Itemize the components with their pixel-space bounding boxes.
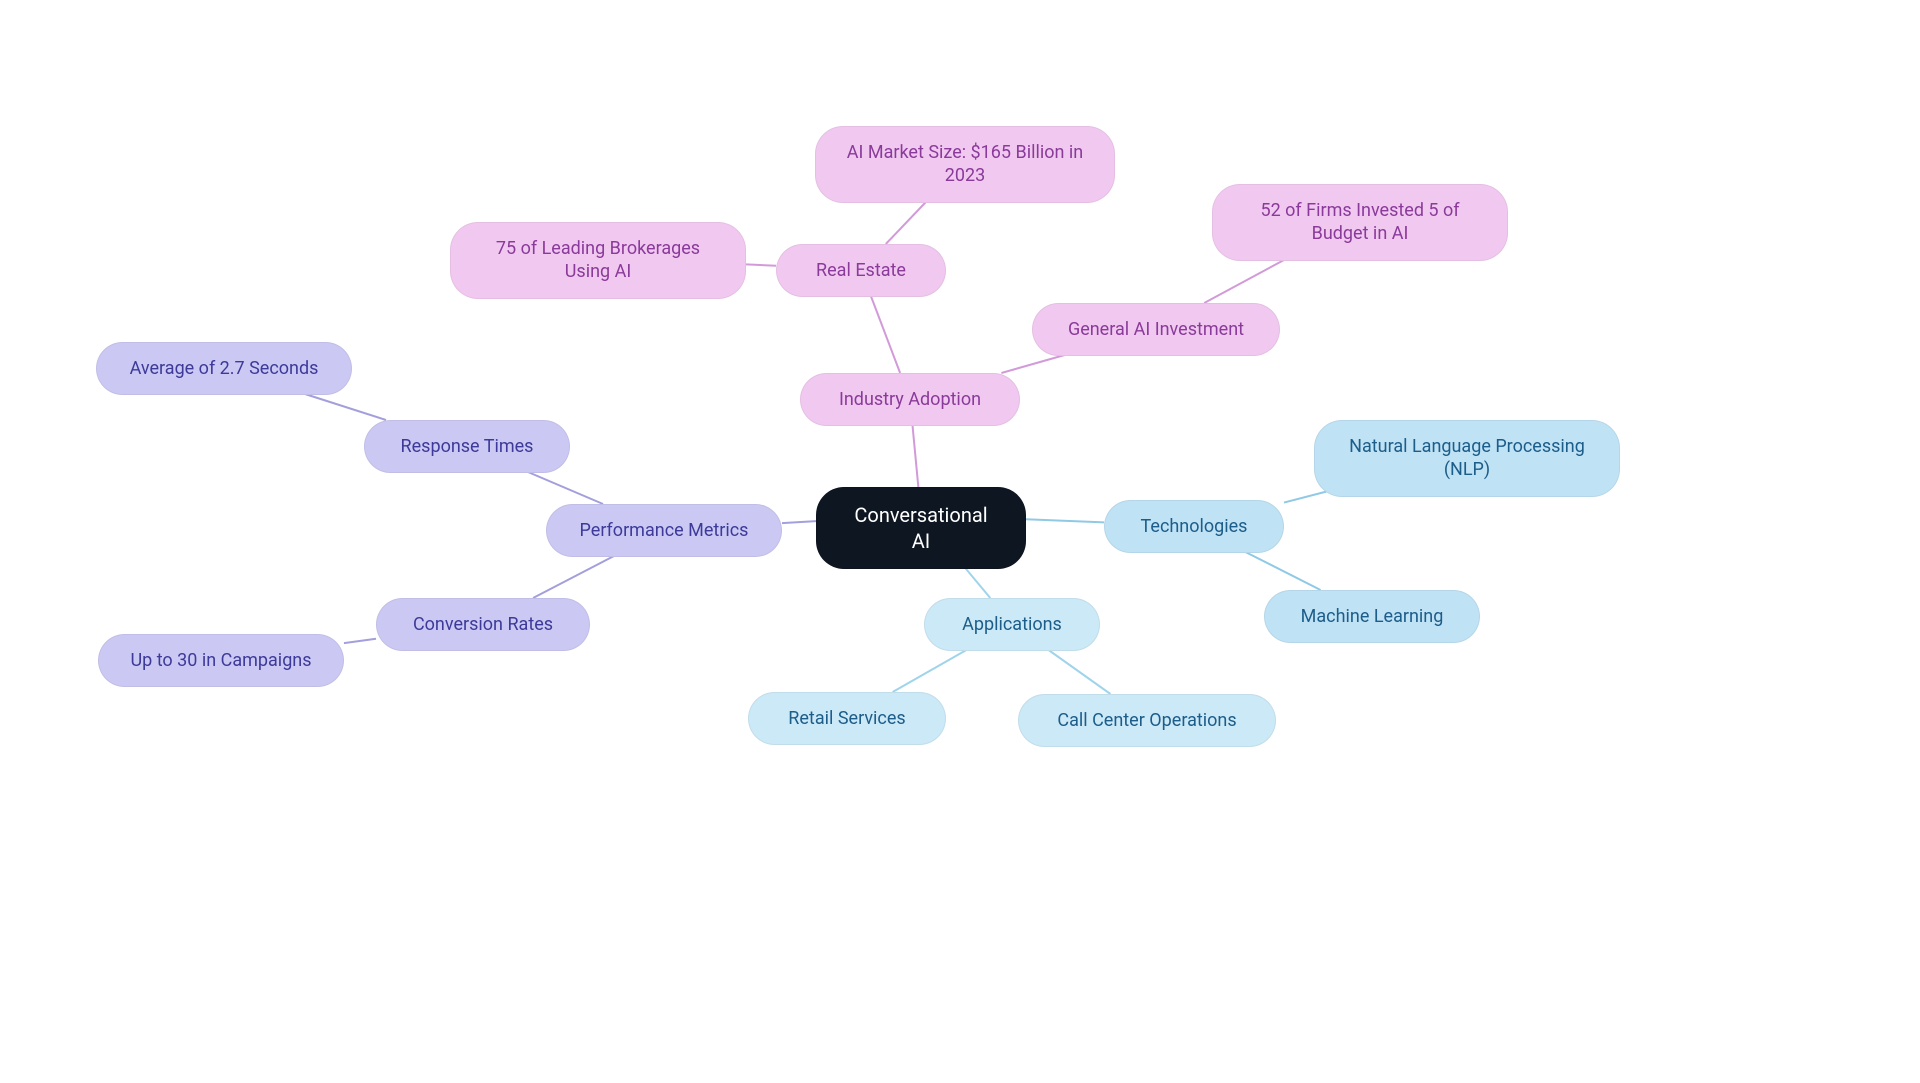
node-label: Machine Learning: [1301, 605, 1444, 628]
node-label: Retail Services: [788, 707, 905, 730]
node-label: Average of 2.7 Seconds: [130, 357, 319, 380]
node-response-value[interactable]: Average of 2.7 Seconds: [96, 342, 352, 395]
edge: [1001, 355, 1064, 373]
node-label: Call Center Operations: [1057, 709, 1236, 732]
edge: [528, 472, 603, 504]
node-nlp[interactable]: Natural Language Processing (NLP): [1314, 420, 1620, 497]
node-technologies[interactable]: Technologies: [1104, 500, 1284, 553]
node-label: Up to 30 in Campaigns: [130, 649, 311, 672]
edge: [782, 521, 816, 523]
edge: [1026, 519, 1104, 522]
node-performance-metrics[interactable]: Performance Metrics: [546, 504, 782, 557]
node-applications[interactable]: Applications: [924, 598, 1100, 651]
edge: [1245, 552, 1320, 590]
node-label: 52 of Firms Invested 5 of Budget in AI: [1239, 199, 1481, 246]
node-label: Real Estate: [816, 259, 906, 282]
edge: [871, 296, 900, 373]
node-label: Applications: [962, 613, 1062, 636]
node-general-investment[interactable]: General AI Investment: [1032, 303, 1280, 356]
edge: [305, 394, 386, 420]
edge: [912, 425, 918, 487]
edge: [886, 196, 932, 244]
node-retail-services[interactable]: Retail Services: [748, 692, 946, 745]
node-conversion-value[interactable]: Up to 30 in Campaigns: [98, 634, 344, 687]
node-brokerages[interactable]: 75 of Leading Brokerages Using AI: [450, 222, 746, 299]
node-label: Performance Metrics: [580, 519, 749, 542]
node-label: Response Times: [401, 435, 534, 458]
node-label: Technologies: [1141, 515, 1248, 538]
node-label: Industry Adoption: [839, 388, 981, 411]
node-label: 75 of Leading Brokerages Using AI: [477, 237, 719, 284]
edge: [344, 639, 376, 643]
node-label: Natural Language Processing (NLP): [1341, 435, 1593, 482]
node-label: Conversion Rates: [413, 613, 553, 636]
node-label: General AI Investment: [1068, 318, 1244, 341]
edge: [746, 264, 776, 265]
node-firms[interactable]: 52 of Firms Invested 5 of Budget in AI: [1212, 184, 1508, 261]
node-label: AI Market Size: $165 Billion in 2023: [842, 141, 1088, 188]
node-market-size[interactable]: AI Market Size: $165 Billion in 2023: [815, 126, 1115, 203]
node-industry-adoption[interactable]: Industry Adoption: [800, 373, 1020, 426]
node-response-times[interactable]: Response Times: [364, 420, 570, 473]
edge: [1049, 650, 1111, 694]
edge: [1204, 254, 1295, 303]
node-center[interactable]: Conversational AI: [816, 487, 1026, 569]
node-machine-learning[interactable]: Machine Learning: [1264, 590, 1480, 643]
node-call-center[interactable]: Call Center Operations: [1018, 694, 1276, 747]
edge: [893, 650, 967, 692]
node-real-estate[interactable]: Real Estate: [776, 244, 946, 297]
node-center-label: Conversational AI: [843, 502, 999, 554]
node-conversion-rates[interactable]: Conversion Rates: [376, 598, 590, 651]
edge: [533, 556, 614, 598]
